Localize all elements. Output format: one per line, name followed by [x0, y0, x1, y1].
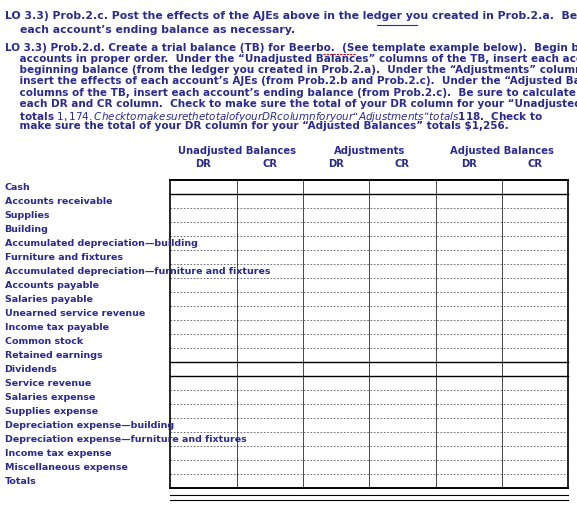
Text: CR: CR [263, 159, 277, 169]
Text: Retained earnings: Retained earnings [5, 351, 102, 360]
Text: Depreciation expense—building: Depreciation expense—building [5, 421, 174, 430]
Text: Cash: Cash [5, 183, 31, 192]
Text: Common stock: Common stock [5, 337, 83, 346]
Text: CR: CR [528, 159, 542, 169]
Text: insert the effects of each account’s AJEs (from Prob.2.b and Prob.2.c).  Under t: insert the effects of each account’s AJE… [5, 76, 577, 87]
Text: Supplies expense: Supplies expense [5, 407, 98, 416]
Text: Income tax payable: Income tax payable [5, 323, 108, 331]
Text: Furniture and fixtures: Furniture and fixtures [5, 253, 123, 262]
Text: columns of the TB, insert each account’s ending balance (from Prob.2.c).  Be sur: columns of the TB, insert each account’s… [5, 88, 577, 98]
Text: Salaries expense: Salaries expense [5, 393, 95, 401]
Text: each account’s ending balance as necessary.: each account’s ending balance as necessa… [5, 25, 295, 35]
Text: accounts in proper order.  Under the “Unadjusted Balances” columns of the TB, in: accounts in proper order. Under the “Una… [5, 54, 577, 64]
Text: each DR and CR column.  Check to make sure the total of your DR column for your : each DR and CR column. Check to make sur… [5, 99, 577, 109]
Text: Service revenue: Service revenue [5, 378, 91, 387]
Text: Building: Building [5, 224, 48, 233]
Text: Accumulated depreciation—furniture and fixtures: Accumulated depreciation—furniture and f… [5, 267, 270, 276]
Text: Supplies: Supplies [5, 210, 50, 220]
Text: make sure the total of your DR column for your “Adjusted Balances” totals $1,256: make sure the total of your DR column fo… [5, 121, 508, 132]
Text: beginning balance (from the ledger you created in Prob.2.a).  Under the “Adjustm: beginning balance (from the ledger you c… [5, 65, 577, 75]
Text: CR: CR [395, 159, 410, 169]
Text: Unadjusted Balances: Unadjusted Balances [178, 146, 295, 156]
Text: Miscellaneous expense: Miscellaneous expense [5, 462, 128, 471]
Text: Adjusted Balances: Adjusted Balances [450, 146, 554, 156]
Text: Adjustments: Adjustments [334, 146, 405, 156]
Text: Dividends: Dividends [5, 364, 58, 374]
Text: LO 3.3) Prob.2.d. Create a trial balance (TB) for Beerbo.  (See template example: LO 3.3) Prob.2.d. Create a trial balance… [5, 43, 577, 53]
Text: Unearned service revenue: Unearned service revenue [5, 309, 145, 317]
Text: Accounts receivable: Accounts receivable [5, 197, 112, 206]
Text: Depreciation expense—furniture and fixtures: Depreciation expense—furniture and fixtu… [5, 435, 246, 444]
Text: DR: DR [328, 159, 344, 169]
Text: DR: DR [461, 159, 477, 169]
Text: LO 3.3) Prob.2.c. Post the effects of the AJEs above in the ledger you created i: LO 3.3) Prob.2.c. Post the effects of th… [5, 11, 577, 21]
Text: Accounts payable: Accounts payable [5, 281, 99, 290]
Text: Salaries payable: Salaries payable [5, 294, 92, 304]
Text: Income tax expense: Income tax expense [5, 448, 111, 458]
Text: DR: DR [196, 159, 211, 169]
Text: totals $1,174.  Check to make sure the total of your DR column for your “Adjustm: totals $1,174. Check to make sure the to… [5, 110, 542, 124]
Text: Accumulated depreciation—building: Accumulated depreciation—building [5, 239, 197, 247]
Text: Totals: Totals [5, 477, 36, 485]
